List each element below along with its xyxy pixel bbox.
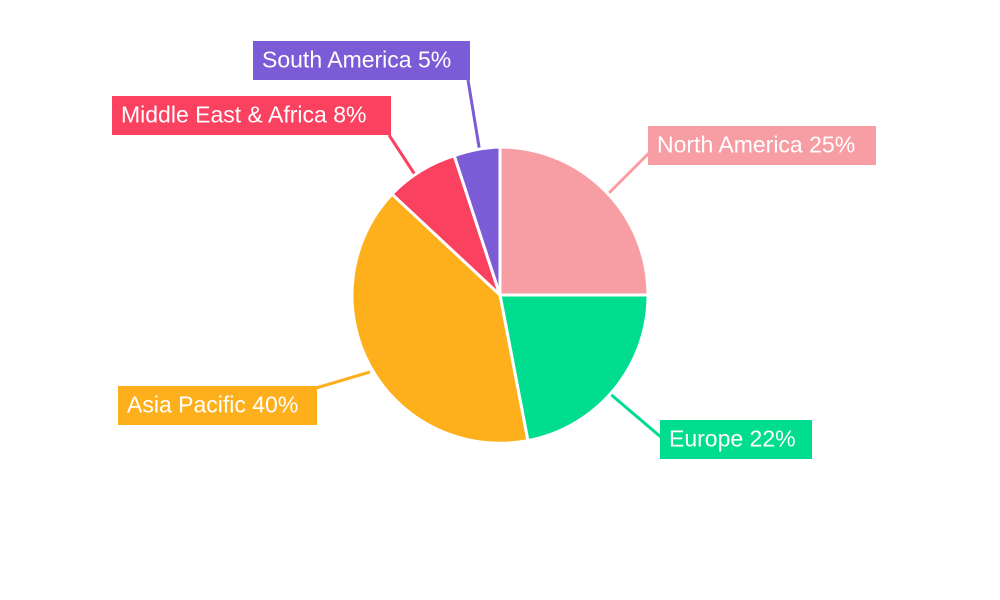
pie-slice-asia-pacific[interactable] [350,192,530,445]
leader-line-europe [607,390,663,440]
pie-slice-north-america[interactable] [498,145,650,297]
leader-line-asia-pacific [315,370,371,390]
pie-slices-group [350,145,650,445]
callout-box-south-america [253,41,470,80]
callout-label-middle-east-africa: Middle East & Africa 8% [121,102,366,128]
callout-box-europe [660,420,812,459]
callout-asia-pacific[interactable]: Asia Pacific 40% [118,386,317,425]
callout-middle-east-africa[interactable]: Middle East & Africa 8% [112,96,391,135]
callout-label-north-america: North America 25% [657,132,855,158]
callout-box-middle-east-africa [112,96,391,135]
callout-south-america[interactable]: South America 5% [253,41,470,80]
callout-europe[interactable]: Europe 22% [660,420,812,459]
callout-label-south-america: South America 5% [262,47,451,73]
pie-slice-south-america[interactable] [452,145,502,297]
callout-label-europe: Europe 22% [669,426,796,452]
pie-slice-europe[interactable] [498,293,650,443]
callout-labels-group: South America 5% Middle East & Africa 8%… [112,41,876,459]
leader-line-north-america [605,148,654,197]
callout-label-asia-pacific: Asia Pacific 40% [127,392,298,418]
callout-box-asia-pacific [118,386,317,425]
callout-north-america[interactable]: North America 25% [648,126,876,165]
callout-box-north-america [648,126,876,165]
